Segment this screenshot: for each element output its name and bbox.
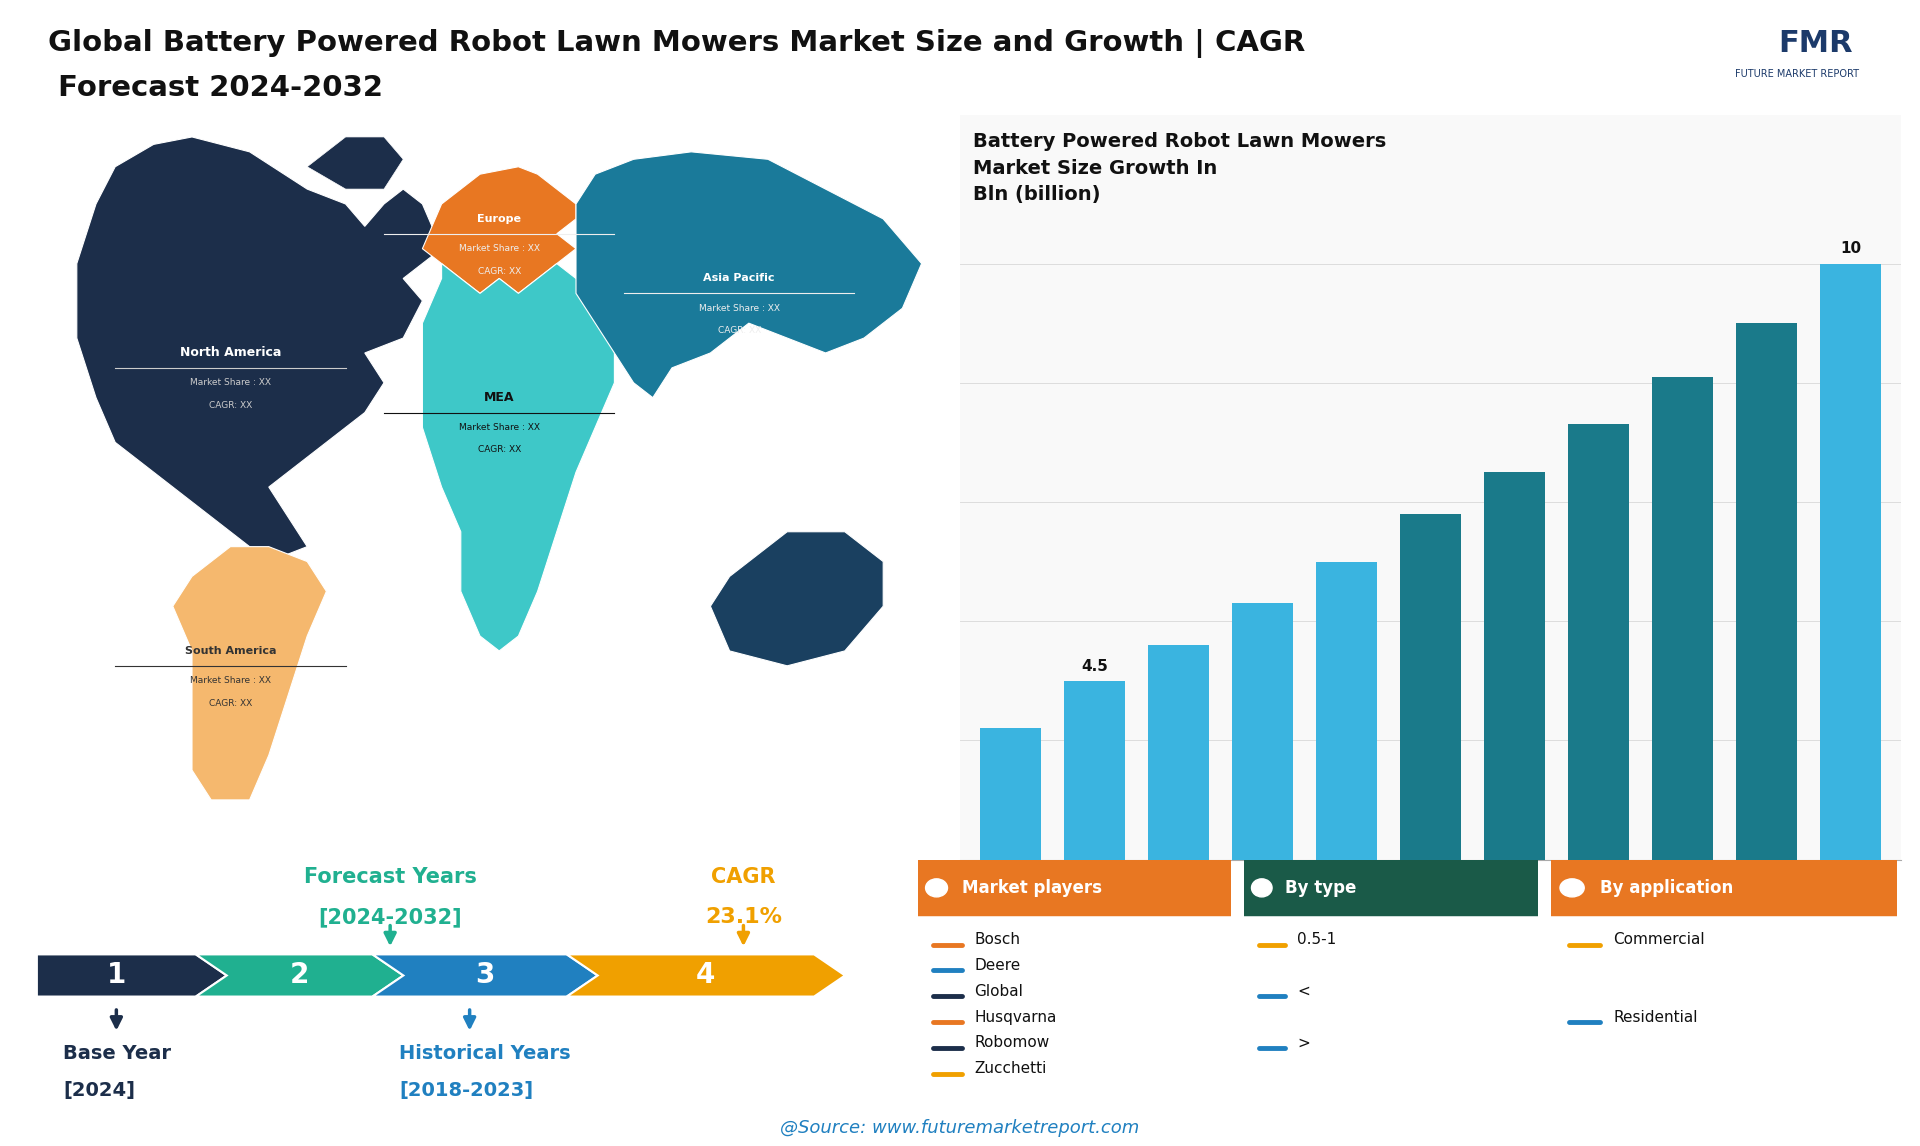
Text: Deere: Deere: [973, 958, 1020, 973]
Text: CAGR: XX: CAGR: XX: [209, 699, 252, 707]
FancyBboxPatch shape: [1544, 860, 1905, 917]
Text: CAGR: XX: CAGR: XX: [718, 327, 760, 335]
Text: Forecast 2024-2032: Forecast 2024-2032: [48, 74, 382, 102]
FancyBboxPatch shape: [1548, 913, 1901, 1120]
Text: Base Year: Base Year: [63, 1044, 171, 1063]
Bar: [1064, 681, 1125, 860]
Bar: [1651, 377, 1713, 860]
Bar: [1736, 323, 1797, 860]
Bar: [1484, 472, 1544, 860]
Text: MEA: MEA: [484, 391, 515, 405]
Text: CAGR: XX: CAGR: XX: [209, 401, 252, 409]
Bar: [1569, 424, 1628, 860]
Text: Zucchetti: Zucchetti: [973, 1061, 1046, 1076]
Text: 2: 2: [290, 961, 309, 989]
Text: CAGR: XX: CAGR: XX: [478, 446, 520, 454]
Text: South America: South America: [184, 646, 276, 656]
Text: 3: 3: [476, 961, 495, 989]
Text: 4: 4: [697, 961, 716, 989]
Text: CAGR: CAGR: [710, 868, 776, 887]
Text: FUTURE MARKET REPORT: FUTURE MARKET REPORT: [1734, 69, 1859, 79]
Bar: [1315, 562, 1377, 860]
Polygon shape: [566, 955, 845, 997]
Text: CAGR: XX: CAGR: XX: [478, 267, 520, 275]
Polygon shape: [372, 955, 597, 997]
Text: Europe: Europe: [478, 214, 520, 223]
Text: Market Share : XX: Market Share : XX: [190, 378, 271, 387]
FancyBboxPatch shape: [912, 860, 1236, 917]
Text: Market Share : XX: Market Share : XX: [459, 423, 540, 432]
Bar: [1148, 645, 1210, 860]
Polygon shape: [710, 532, 883, 666]
Text: Residential: Residential: [1613, 1010, 1697, 1025]
Text: Commercial: Commercial: [1613, 932, 1705, 947]
Text: Bosch: Bosch: [973, 932, 1020, 947]
Text: FMR: FMR: [1778, 29, 1853, 57]
Text: Global Battery Powered Robot Lawn Mowers Market Size and Growth | CAGR: Global Battery Powered Robot Lawn Mowers…: [48, 29, 1306, 57]
Text: <: <: [1298, 983, 1309, 998]
Bar: [979, 729, 1041, 860]
FancyBboxPatch shape: [1238, 860, 1544, 917]
Text: By application: By application: [1599, 879, 1734, 897]
Text: Forecast Years: Forecast Years: [303, 868, 476, 887]
Circle shape: [1252, 879, 1273, 897]
Polygon shape: [173, 547, 326, 800]
Text: North America: North America: [180, 346, 280, 360]
Polygon shape: [422, 264, 614, 651]
Polygon shape: [422, 166, 576, 293]
Polygon shape: [36, 955, 227, 997]
Text: By type: By type: [1284, 879, 1357, 897]
Text: Market Share : XX: Market Share : XX: [190, 676, 271, 685]
Text: 0.5-1: 0.5-1: [1298, 932, 1336, 947]
Circle shape: [1561, 879, 1584, 897]
Text: 23.1%: 23.1%: [705, 906, 781, 927]
Text: @Source: www.futuremarketreport.com: @Source: www.futuremarketreport.com: [780, 1118, 1140, 1137]
Text: Market players: Market players: [962, 879, 1102, 897]
Polygon shape: [77, 136, 442, 562]
Text: 4.5: 4.5: [1081, 659, 1108, 674]
Text: Husqvarna: Husqvarna: [973, 1010, 1056, 1025]
Text: [2018-2023]: [2018-2023]: [399, 1081, 534, 1100]
Text: 10: 10: [1839, 242, 1860, 257]
Polygon shape: [576, 151, 922, 398]
Bar: [1820, 264, 1880, 860]
FancyBboxPatch shape: [914, 913, 1235, 1120]
FancyBboxPatch shape: [1240, 913, 1542, 1120]
Text: [2024]: [2024]: [63, 1081, 134, 1100]
Text: Robomow: Robomow: [973, 1035, 1050, 1050]
Text: Global: Global: [973, 983, 1023, 998]
Text: Market Share : XX: Market Share : XX: [699, 304, 780, 313]
Text: [2024-2032]: [2024-2032]: [319, 906, 463, 927]
Text: Battery Powered Robot Lawn Mowers
Market Size Growth In
Bln (billion): Battery Powered Robot Lawn Mowers Market…: [973, 133, 1386, 204]
Text: Market Share : XX: Market Share : XX: [459, 244, 540, 253]
Circle shape: [925, 879, 947, 897]
Polygon shape: [196, 955, 403, 997]
Bar: [1233, 603, 1292, 860]
Polygon shape: [307, 136, 403, 189]
Bar: [1400, 513, 1461, 860]
Text: 1: 1: [108, 961, 127, 989]
Text: >: >: [1298, 1035, 1309, 1050]
Text: Asia Pacific: Asia Pacific: [703, 274, 776, 283]
Text: Historical Years: Historical Years: [399, 1044, 570, 1063]
